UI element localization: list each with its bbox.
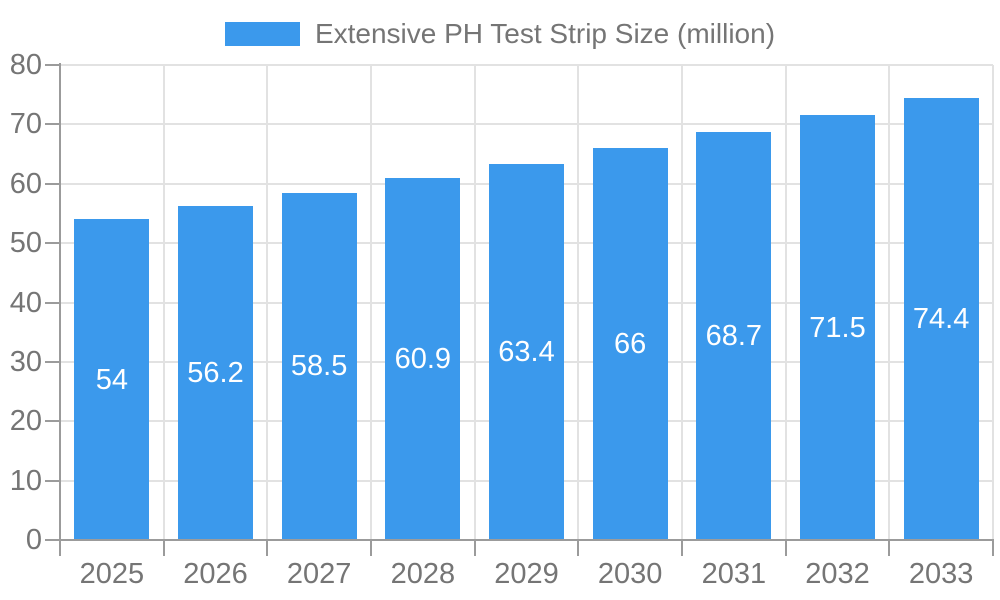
v-gridline (888, 65, 891, 540)
y-tick-label: 0 (25, 524, 42, 556)
v-gridline (370, 65, 372, 540)
v-gridline (266, 65, 269, 540)
h-gridline (60, 64, 993, 66)
y-tick-label: 50 (9, 227, 42, 260)
x-tick-label: 2028 (390, 558, 456, 590)
y-tick (45, 123, 60, 126)
y-tick-label: 20 (9, 405, 42, 438)
x-tick (370, 540, 372, 556)
y-tick (45, 479, 60, 482)
y-tick (45, 182, 60, 185)
h-gridline (60, 123, 993, 126)
x-tick-label: 2030 (597, 558, 663, 590)
y-tick-label: 80 (9, 49, 42, 81)
bar[interactable] (489, 163, 564, 540)
x-tick (162, 540, 165, 556)
x-tick (888, 540, 891, 556)
v-gridline (162, 65, 165, 540)
legend[interactable]: Extensive PH Test Strip Size (million) (0, 18, 1000, 50)
x-axis-line (45, 539, 994, 541)
x-tick-label: 2025 (79, 558, 145, 590)
x-tick (681, 540, 683, 556)
v-gridline (577, 65, 580, 540)
bar[interactable] (178, 206, 253, 540)
y-tick (45, 420, 60, 423)
x-tick (473, 540, 476, 556)
bar[interactable] (592, 148, 668, 540)
bar[interactable] (903, 98, 979, 540)
bar[interactable] (74, 219, 150, 540)
x-tick (266, 540, 269, 556)
x-tick-label: 2026 (183, 558, 248, 590)
y-tick-label: 30 (9, 345, 42, 378)
y-tick (45, 539, 60, 541)
x-tick-label: 2029 (494, 558, 559, 590)
legend-label: Extensive PH Test Strip Size (million) (314, 18, 776, 49)
x-tick (784, 540, 787, 556)
y-tick (45, 242, 60, 245)
x-tick-label: 2031 (701, 558, 767, 590)
bar[interactable] (800, 115, 875, 540)
bar[interactable] (281, 192, 357, 540)
y-tick-label: 10 (9, 464, 42, 497)
y-tick-label: 60 (9, 167, 42, 200)
legend-swatch (224, 22, 300, 46)
y-tick-label: 70 (9, 108, 42, 141)
y-tick-label: 40 (9, 286, 42, 319)
x-tick (992, 540, 994, 556)
x-tick (577, 540, 580, 556)
y-tick (45, 301, 60, 304)
v-gridline (681, 65, 683, 540)
x-tick-label: 2027 (286, 558, 352, 590)
y-tick (45, 360, 60, 363)
v-gridline (992, 65, 994, 540)
y-tick (45, 64, 60, 66)
v-gridline (473, 65, 476, 540)
x-tick-label: 2032 (805, 558, 870, 590)
bar[interactable] (696, 132, 772, 540)
bar[interactable] (385, 178, 461, 540)
x-tick-label: 2033 (908, 558, 974, 590)
v-gridline (784, 65, 787, 540)
y-axis-line (59, 63, 61, 556)
